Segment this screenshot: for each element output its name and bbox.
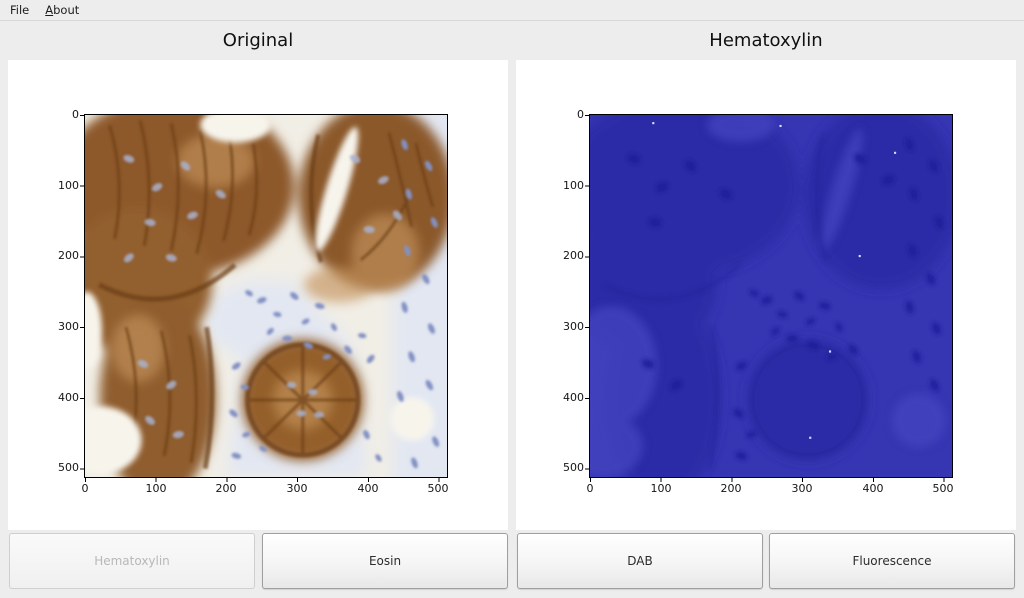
about-rest: bout xyxy=(53,3,80,17)
tick-label: 0 xyxy=(577,108,584,121)
panel-title-hematoxylin: Hematoxylin xyxy=(709,30,823,51)
tick-label: 500 xyxy=(58,461,79,474)
tick-label: 100 xyxy=(563,179,584,192)
menu-item-file[interactable]: File xyxy=(10,3,30,17)
panel-title-original: Original xyxy=(222,30,294,51)
hematoxylin-svg xyxy=(590,115,952,477)
tick-label: 0 xyxy=(586,482,594,495)
tick-label: 500 xyxy=(427,482,449,495)
about-mnemonic: A xyxy=(45,3,54,17)
dab-button[interactable]: DAB xyxy=(517,533,763,589)
tick-label: 300 xyxy=(286,482,308,495)
tick-label: 200 xyxy=(563,249,584,262)
tick-label: 100 xyxy=(650,482,672,495)
eosin-button[interactable]: Eosin xyxy=(262,533,508,589)
tick-label: 200 xyxy=(215,482,237,495)
y-axis-ticks xyxy=(585,115,589,470)
tick-label: 300 xyxy=(791,482,813,495)
hematoxylin-image xyxy=(589,114,953,478)
tick-label: 400 xyxy=(862,482,884,495)
ihc-original-svg xyxy=(85,115,447,477)
fluorescence-button[interactable]: Fluorescence xyxy=(769,533,1015,589)
tick-label: 200 xyxy=(58,249,79,262)
menu-item-about[interactable]: About xyxy=(37,1,87,19)
y-axis-ticks xyxy=(80,115,84,470)
tick-label: 400 xyxy=(563,391,584,404)
tick-label: 500 xyxy=(932,482,954,495)
tick-label: 300 xyxy=(563,320,584,333)
tick-label: 400 xyxy=(357,482,379,495)
hematoxylin-button: Hematoxylin xyxy=(9,533,255,589)
figure-panel-hematoxylin: 0 100 200 300 400 500 0 100 200 300 400 … xyxy=(516,60,1016,530)
figure-panel-original: 0 100 200 300 400 500 0 100 200 300 400 … xyxy=(8,60,508,530)
tick-label: 400 xyxy=(58,391,79,404)
tick-label: 100 xyxy=(58,179,79,192)
tick-label: 500 xyxy=(563,461,584,474)
original-image xyxy=(84,114,448,478)
tick-label: 100 xyxy=(145,482,167,495)
tick-label: 200 xyxy=(720,482,742,495)
menubar: File About xyxy=(0,0,1024,21)
x-axis-ticks xyxy=(590,478,945,482)
x-axis-ticks xyxy=(85,478,440,482)
tick-label: 0 xyxy=(81,482,89,495)
tick-label: 300 xyxy=(58,320,79,333)
tick-label: 0 xyxy=(72,108,79,121)
